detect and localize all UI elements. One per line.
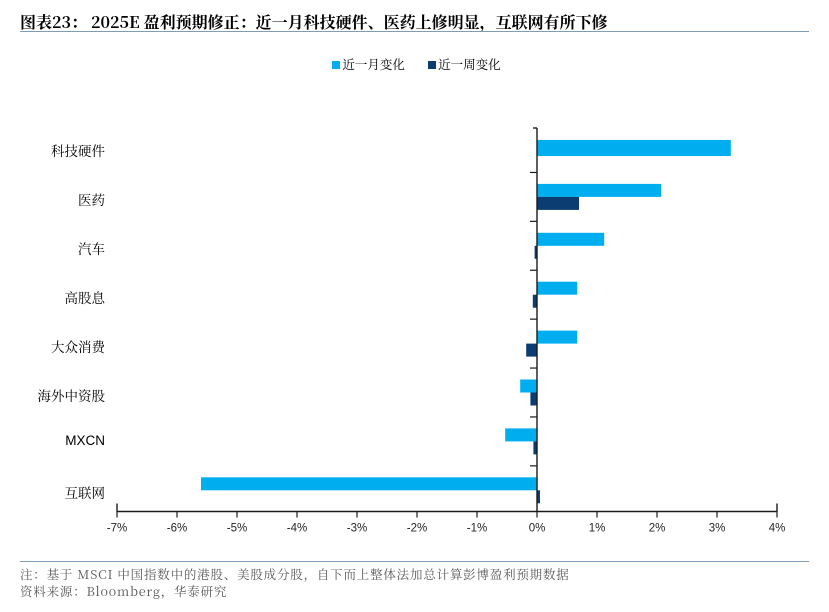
svg-text:-6%: -6% (167, 523, 187, 535)
svg-text:3%: 3% (709, 523, 726, 535)
svg-text:-2%: -2% (407, 523, 427, 535)
svg-text:1%: 1% (589, 523, 606, 535)
svg-text:4%: 4% (769, 523, 786, 535)
svg-text:0%: 0% (529, 523, 546, 535)
svg-text:-5%: -5% (227, 523, 247, 535)
svg-text:-1%: -1% (467, 523, 487, 535)
svg-text:-7%: -7% (107, 523, 127, 535)
svg-text:-3%: -3% (347, 523, 367, 535)
svg-text:2%: 2% (649, 523, 666, 535)
svg-text:-4%: -4% (287, 523, 307, 535)
